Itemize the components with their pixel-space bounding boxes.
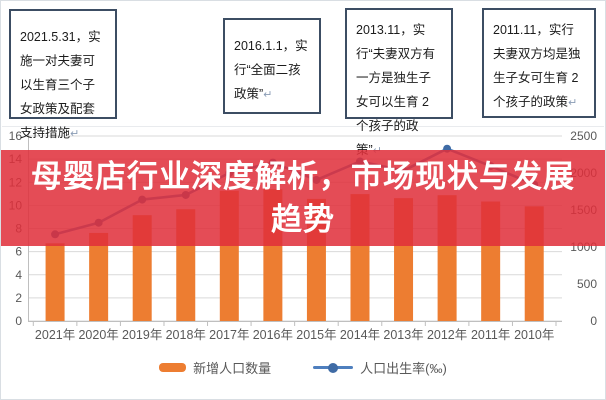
legend-label-birth-rate: 人口出生率(‰)	[360, 361, 447, 376]
svg-text:4: 4	[15, 268, 22, 282]
return-mark-icon: ↵	[70, 128, 80, 140]
policy-box-2011-text: 2011.11，实行夫妻双方均是独生子女可生育 2 个孩子的政策	[493, 23, 581, 109]
x-label-2013年: 2013年	[383, 328, 423, 342]
policy-box-2016-text: 2016.1.1，实行“全面二孩政策”	[234, 39, 308, 101]
policy-box-2011: 2011.11，实行夫妻双方均是独生子女可生育 2 个孩子的政策↵	[482, 8, 596, 118]
x-label-2015年: 2015年	[296, 328, 336, 342]
legend-item-new-population: 新增人口数量	[159, 358, 271, 377]
svg-text:2: 2	[15, 291, 22, 305]
policy-box-2021-text: 2021.5.31，实施一对夫妻可以生育三个子女政策及配套支持措施	[20, 30, 101, 140]
headline-overlay: 母婴店行业深度解析，市场现状与发展 趋势	[0, 150, 606, 246]
bar-2021年	[45, 243, 65, 321]
svg-text:0: 0	[15, 314, 22, 328]
return-mark-icon: ↵	[568, 97, 578, 109]
svg-text:2500: 2500	[570, 129, 597, 143]
legend-label-new-population: 新增人口数量	[193, 361, 272, 376]
line-series-swatch-icon	[313, 363, 354, 373]
chart-legend: 新增人口数量 人口出生率(‰)	[0, 358, 606, 377]
svg-text:500: 500	[577, 277, 597, 291]
policy-box-2016: 2016.1.1，实行“全面二孩政策”↵	[223, 18, 321, 114]
x-label-2014年: 2014年	[340, 328, 380, 342]
x-label-2017年: 2017年	[209, 328, 249, 342]
svg-text:0: 0	[590, 314, 597, 328]
bar-2020年	[89, 232, 109, 321]
x-label-2016年: 2016年	[253, 328, 293, 342]
x-label-2012年: 2012年	[427, 328, 467, 342]
x-label-2018年: 2018年	[166, 328, 206, 342]
svg-text:16: 16	[9, 129, 23, 143]
svg-text:6: 6	[15, 245, 22, 259]
x-label-2010年: 2010年	[514, 328, 554, 342]
bar-series-swatch-icon	[159, 363, 187, 372]
legend-item-birth-rate: 人口出生率(‰)	[313, 358, 447, 377]
x-label-2020年: 2020年	[78, 328, 118, 342]
policy-box-2021: 2021.5.31，实施一对夫妻可以生育三个子女政策及配套支持措施↵	[9, 9, 117, 140]
headline-line2: 趋势	[271, 202, 335, 237]
x-label-2019年: 2019年	[122, 328, 162, 342]
x-label-2011年: 2011年	[471, 328, 510, 342]
return-mark-icon: ↵	[263, 89, 273, 101]
headline-line1: 母婴店行业深度解析，市场现状与发展	[31, 159, 575, 194]
chart-top-divider	[2, 126, 604, 127]
x-label-2021年: 2021年	[35, 328, 75, 342]
policy-box-2013: 2013.11，实行“夫妻双方有一方是独生子女可以生育 2 个孩子的政策”↵	[345, 8, 453, 157]
